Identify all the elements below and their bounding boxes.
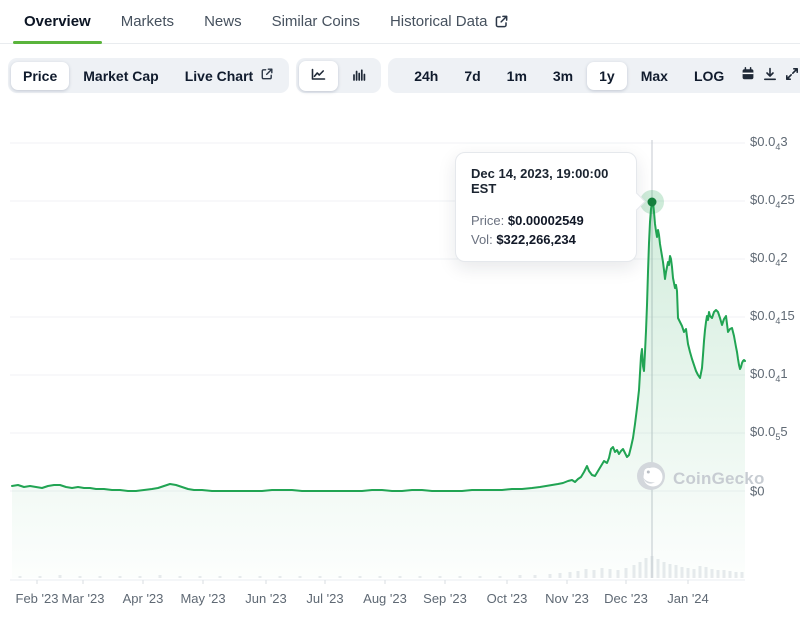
price-tab-button[interactable]: Price (11, 61, 70, 90)
tab-news-label: News (204, 13, 242, 30)
metric-switcher: Price Market Cap Live Chart (8, 58, 290, 93)
x-axis-label: Jan '24 (667, 591, 709, 606)
log-scale-label: LOG (693, 67, 725, 84)
x-axis-label: Mar '23 (61, 591, 105, 606)
x-axis-label: Dec '23 (604, 591, 648, 606)
x-axis-label: Jul '23 (306, 591, 344, 606)
tooltip-date: Dec 14, 2023, 19:00:00 EST (471, 166, 609, 196)
x-axis-label: Aug '23 (363, 591, 407, 606)
calendar-icon (740, 66, 756, 85)
x-axis-label: May '23 (180, 591, 226, 606)
live-chart-label: Live Chart (184, 67, 254, 84)
expand-button[interactable] (782, 64, 800, 87)
range-3m-button[interactable]: 3m (541, 62, 585, 90)
tab-similar-coins-label: Similar Coins (271, 13, 360, 30)
tab-markets-label: Markets (120, 13, 175, 30)
calendar-button[interactable] (738, 64, 758, 87)
external-link-icon (494, 14, 509, 29)
chart-type-switcher (296, 58, 382, 93)
x-axis-label: Oct '23 (486, 591, 528, 606)
page-tab-bar: Overview Markets News Similar Coins Hist… (0, 0, 800, 44)
range-7d-label: 7d (464, 67, 481, 84)
external-link-icon (260, 67, 274, 84)
bar-chart-type-button[interactable] (340, 61, 378, 91)
range-max-label: Max (640, 67, 668, 84)
tab-overview[interactable]: Overview (13, 0, 102, 44)
x-axis-label: Feb '23 (15, 591, 59, 606)
chart-toolbar: Price Market Cap Live Chart 24h 7d 1m 3m… (8, 58, 800, 93)
y-axis-label: $0.0425 (750, 192, 795, 210)
y-axis-label: $0.055 (750, 424, 788, 442)
tooltip-vol-value: $322,266,234 (496, 232, 576, 247)
market-cap-tab-label: Market Cap (83, 67, 159, 84)
tooltip-vol-label: Vol: (471, 232, 493, 247)
tab-similar-coins[interactable]: Similar Coins (272, 0, 360, 44)
bar-chart-icon (351, 67, 367, 85)
range-24h-label: 24h (414, 67, 439, 84)
range-1m-label: 1m (506, 67, 527, 84)
chart-tooltip: Dec 14, 2023, 19:00:00 EST Price: $0.000… (455, 152, 637, 262)
live-chart-button[interactable]: Live Chart (173, 61, 286, 90)
x-axis-label: Apr '23 (122, 591, 164, 606)
tab-markets[interactable]: Markets (121, 0, 174, 44)
tooltip-price-label: Price: (471, 213, 505, 228)
x-axis-label: Nov '23 (545, 591, 589, 606)
price-tab-label: Price (23, 67, 58, 84)
log-scale-button[interactable]: LOG (682, 62, 736, 90)
y-axis-label: $0.041 (750, 366, 788, 384)
tab-historical-data-label: Historical Data (389, 13, 488, 30)
line-chart-icon (310, 67, 327, 85)
tooltip-price-row: Price: $0.00002549 (471, 211, 621, 230)
tab-historical-data[interactable]: Historical Data (390, 0, 510, 44)
market-cap-tab-button[interactable]: Market Cap (71, 62, 170, 90)
range-24h-button[interactable]: 24h (402, 62, 450, 90)
y-axis-label: $0.042 (750, 250, 788, 268)
tooltip-price-value: $0.00002549 (507, 213, 584, 228)
y-axis-label: $0.043 (750, 134, 788, 152)
range-1m-button[interactable]: 1m (495, 62, 539, 90)
range-1y-button[interactable]: 1y (587, 61, 627, 90)
tab-overview-label: Overview (24, 13, 91, 30)
range-max-button[interactable]: Max (629, 62, 680, 90)
download-button[interactable] (760, 64, 780, 87)
download-icon (762, 66, 778, 85)
y-axis-label: $0.0415 (750, 308, 795, 326)
x-axis-label: Sep '23 (423, 591, 467, 606)
range-switcher: 24h 7d 1m 3m 1y Max LOG (388, 58, 800, 93)
expand-icon (784, 66, 800, 85)
range-1y-label: 1y (599, 67, 615, 84)
range-3m-label: 3m (552, 67, 574, 84)
y-axis-label: $0 (750, 483, 765, 499)
range-7d-button[interactable]: 7d (452, 62, 492, 90)
x-axis-label: Jun '23 (245, 591, 287, 606)
line-chart-type-button[interactable] (299, 60, 339, 91)
tooltip-vol-row: Vol: $322,266,234 (471, 230, 621, 249)
tab-news[interactable]: News (204, 0, 242, 44)
